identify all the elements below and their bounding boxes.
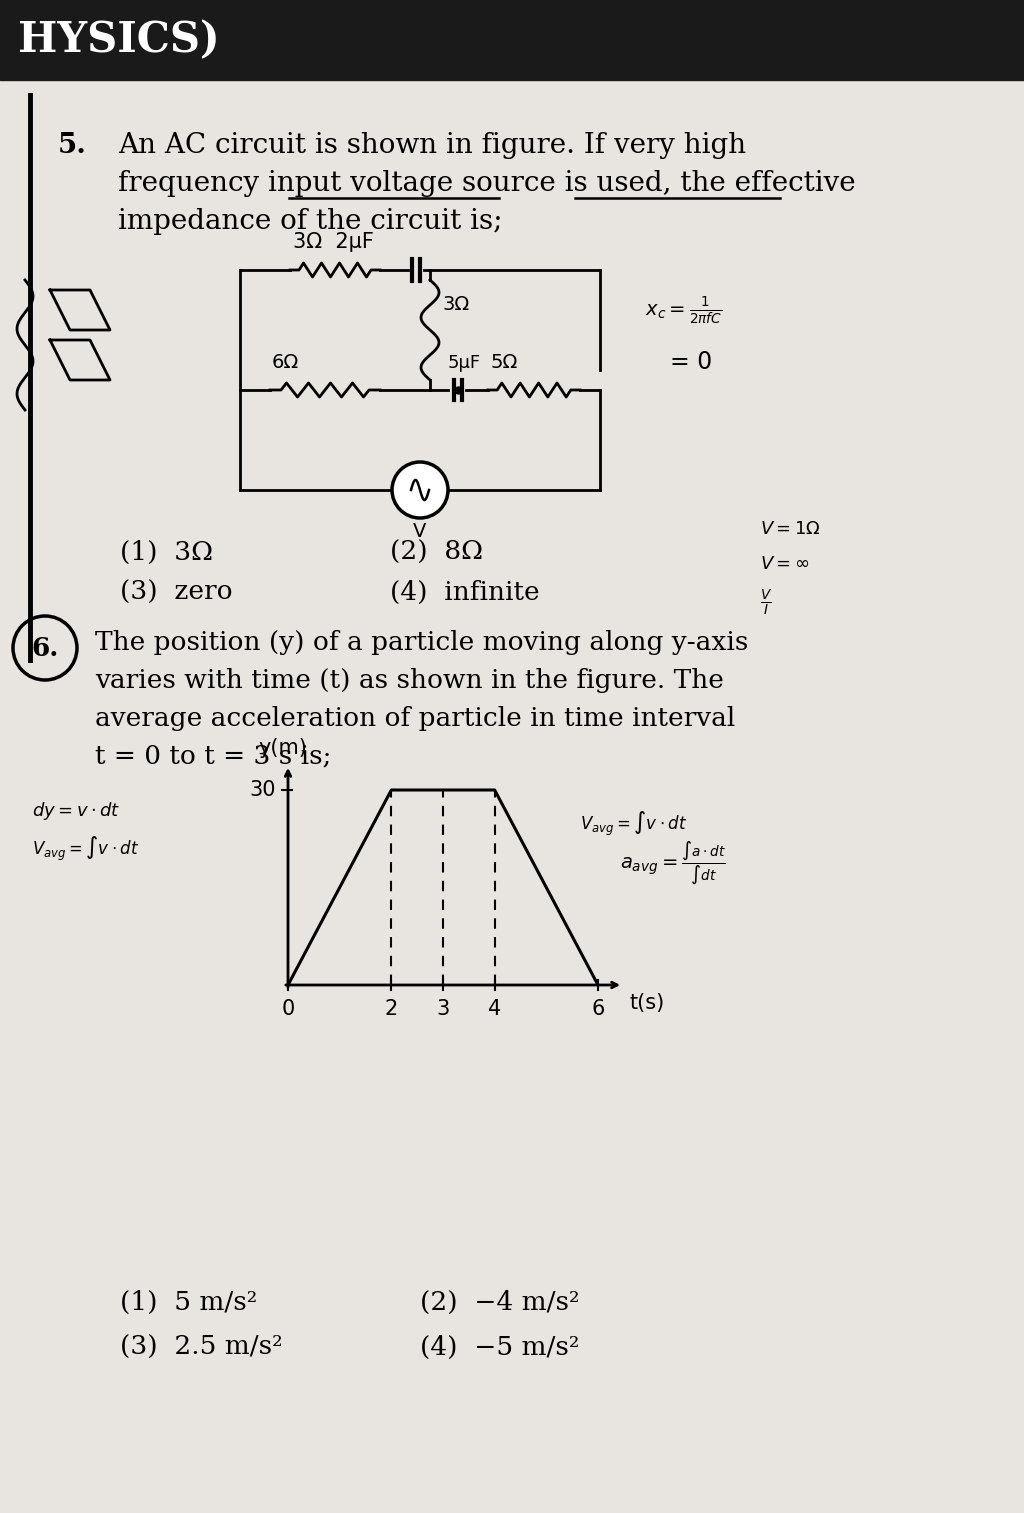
Text: (1)  5 m/s²: (1) 5 m/s²: [120, 1291, 257, 1315]
Text: 5μF: 5μF: [449, 354, 481, 372]
Text: y(m): y(m): [259, 738, 307, 758]
Circle shape: [13, 616, 77, 679]
Text: varies with time (t) as shown in the figure. The: varies with time (t) as shown in the fig…: [95, 669, 724, 693]
Text: (4)  infinite: (4) infinite: [390, 579, 540, 605]
Text: 4: 4: [488, 999, 502, 1018]
Text: average acceleration of particle in time interval: average acceleration of particle in time…: [95, 707, 735, 731]
Text: frequency input voltage source is used, the effective: frequency input voltage source is used, …: [118, 169, 856, 197]
Text: $V_{avg} = \int v \cdot dt$: $V_{avg} = \int v \cdot dt$: [580, 809, 687, 838]
Text: $dy = v \cdot dt$: $dy = v \cdot dt$: [32, 800, 121, 822]
Text: $V = 1\Omega$: $V = 1\Omega$: [760, 520, 821, 539]
Bar: [0, 0, 1024, 80]
Text: $x_c = \frac{1}{2\pi fC}$: $x_c = \frac{1}{2\pi fC}$: [645, 295, 722, 325]
Text: 0: 0: [282, 999, 295, 1018]
Text: 30: 30: [250, 781, 276, 800]
Text: 6.: 6.: [32, 635, 58, 661]
Text: HYSICS): HYSICS): [18, 20, 220, 61]
Text: 3: 3: [436, 999, 450, 1018]
Text: (3)  2.5 m/s²: (3) 2.5 m/s²: [120, 1334, 283, 1360]
Circle shape: [392, 461, 449, 517]
Text: (3)  zero: (3) zero: [120, 579, 232, 605]
Text: impedance of the circuit is;: impedance of the circuit is;: [118, 207, 503, 235]
Text: (4)  −5 m/s²: (4) −5 m/s²: [420, 1334, 580, 1360]
Text: = 0: = 0: [670, 350, 713, 374]
Text: 6Ω: 6Ω: [272, 353, 299, 372]
Text: 3Ω: 3Ω: [442, 295, 469, 315]
Text: (2)  −4 m/s²: (2) −4 m/s²: [420, 1291, 580, 1315]
Text: 6: 6: [591, 999, 605, 1018]
Text: 3Ω  2μF: 3Ω 2μF: [293, 231, 374, 253]
Text: $\frac{V}{I}$: $\frac{V}{I}$: [760, 589, 772, 619]
Text: t(s): t(s): [630, 993, 666, 1014]
Text: $V = \infty$: $V = \infty$: [760, 555, 810, 573]
Text: 5Ω: 5Ω: [490, 353, 517, 372]
Text: $V_{avg} = \int v \cdot dt$: $V_{avg} = \int v \cdot dt$: [32, 835, 139, 864]
Text: The position (y) of a particle moving along y-axis: The position (y) of a particle moving al…: [95, 629, 749, 655]
Text: t = 0 to t = 3 s is;: t = 0 to t = 3 s is;: [95, 744, 332, 769]
Text: $a_{avg} = \frac{\int a \cdot dt}{\int dt}$: $a_{avg} = \frac{\int a \cdot dt}{\int d…: [620, 840, 726, 888]
Text: (1)  3Ω: (1) 3Ω: [120, 540, 213, 564]
Text: V: V: [414, 522, 427, 542]
Text: 5.: 5.: [58, 132, 87, 159]
Text: An AC circuit is shown in figure. If very high: An AC circuit is shown in figure. If ver…: [118, 132, 746, 159]
Text: (2)  8Ω: (2) 8Ω: [390, 540, 483, 564]
Text: 2: 2: [385, 999, 398, 1018]
